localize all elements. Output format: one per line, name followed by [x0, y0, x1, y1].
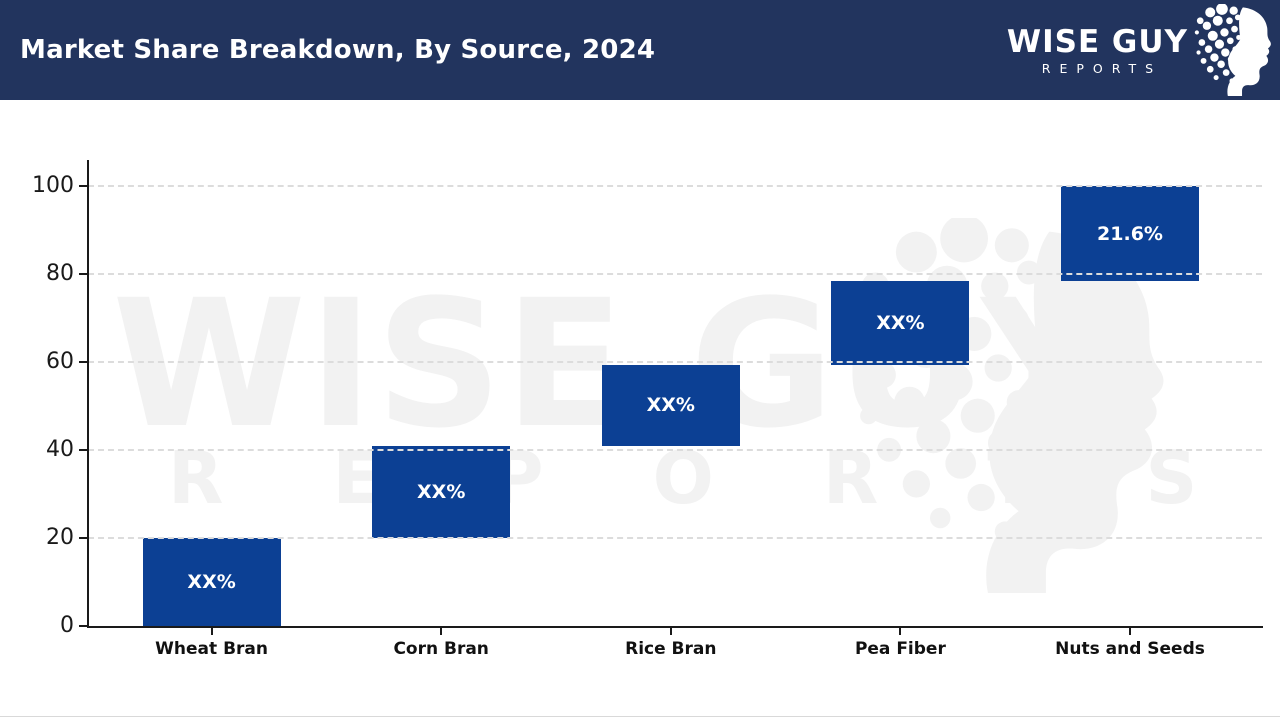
page-title: Market Share Breakdown, By Source, 2024 [20, 35, 656, 65]
x-tick-1 [210, 628, 213, 635]
x-tick-3 [669, 628, 672, 635]
x-axis-line [87, 626, 1263, 628]
wise-guy-logo: WISE GUY REPORTS [1007, 4, 1274, 96]
y-tick-label-40: 40 [46, 437, 74, 462]
footer-divider [0, 716, 1280, 717]
bar-corn-bran: XX% [372, 445, 511, 538]
y-tick-label-100: 100 [32, 173, 74, 198]
logo-subtitle: REPORTS [1041, 60, 1163, 76]
x-category-label: Wheat Bran [155, 639, 268, 659]
gridline-100 [88, 185, 1262, 187]
header-bar: Market Share Breakdown, By Source, 2024 … [0, 0, 1280, 100]
logo-wordmark: WISE GUY [1006, 23, 1188, 60]
x-tick-2 [440, 628, 443, 635]
bar-nuts-and-seeds: 21.6% [1061, 186, 1199, 282]
y-tick-0 [79, 625, 88, 627]
y-tick-label-80: 80 [46, 261, 74, 286]
y-tick-20 [79, 537, 88, 539]
y-tick-100 [79, 185, 88, 187]
y-tick-label-20: 20 [46, 525, 74, 550]
bar-value-label: XX% [417, 480, 466, 503]
bar-pea-fiber: XX% [831, 281, 970, 365]
bar-wheat-bran: XX% [142, 538, 281, 626]
x-category-label: Corn Bran [393, 639, 489, 659]
gridline-40 [88, 449, 1262, 451]
y-tick-label-0: 0 [60, 613, 74, 638]
bar-value-label: XX% [187, 571, 236, 593]
x-tick-5 [1129, 628, 1131, 635]
x-category-label: Pea Fiber [854, 639, 946, 659]
bar-value-label: XX% [646, 394, 695, 417]
x-category-label: Nuts and Seeds [1055, 639, 1205, 659]
y-tick-label-60: 60 [46, 349, 74, 374]
x-tick-4 [899, 628, 902, 635]
y-tick-80 [79, 273, 88, 275]
gridline-60 [88, 361, 1262, 363]
logo-head-icon [1190, 4, 1274, 96]
y-tick-60 [79, 361, 88, 363]
x-category-label: Rice Bran [625, 639, 717, 659]
gridline-80 [88, 273, 1262, 275]
gridline-20 [88, 537, 1262, 539]
y-axis-line [87, 160, 89, 628]
y-tick-40 [79, 449, 88, 451]
bar-value-label: XX% [876, 311, 925, 334]
bar-rice-bran: XX% [601, 364, 740, 446]
logo-text: WISE GUY REPORTS [1007, 25, 1188, 76]
bar-value-label: 21.6% [1097, 222, 1163, 245]
